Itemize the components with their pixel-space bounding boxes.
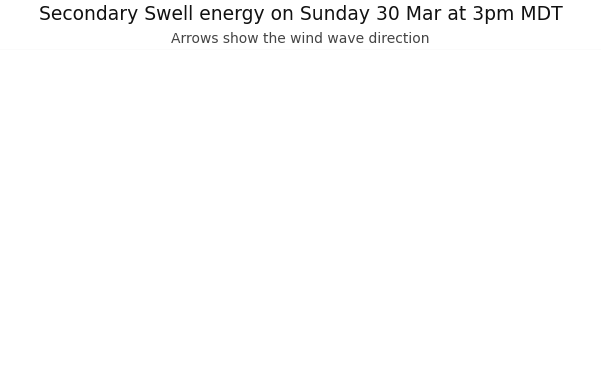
Text: Arrows show the wind wave direction: Arrows show the wind wave direction [171,32,430,46]
Text: Secondary Swell energy on Sunday 30 Mar at 3pm MDT: Secondary Swell energy on Sunday 30 Mar … [38,4,563,24]
Text: cartopy required: cartopy required [219,200,382,219]
